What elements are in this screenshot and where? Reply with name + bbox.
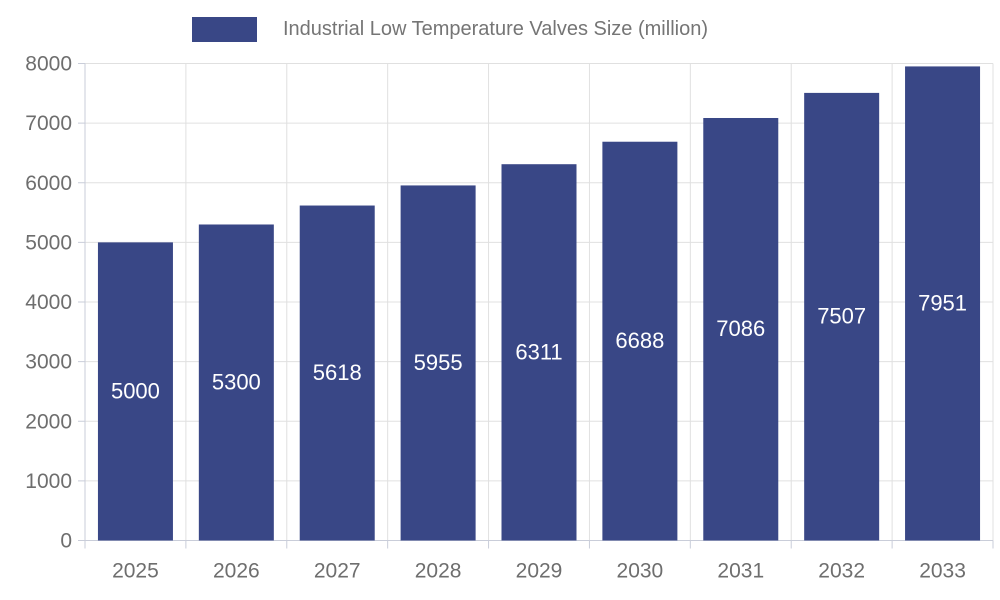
bar-2025 xyxy=(97,242,173,541)
y-tick-label: 8000 xyxy=(25,53,72,76)
x-tick-label: 2031 xyxy=(717,560,764,583)
y-tick-label: 5000 xyxy=(25,231,72,254)
bar-value-label: 5955 xyxy=(414,350,463,375)
x-tick-label: 2027 xyxy=(314,560,361,583)
y-tick-label: 7000 xyxy=(25,112,72,135)
x-tick-label: 2033 xyxy=(919,560,966,583)
bar-value-label: 7507 xyxy=(817,304,866,329)
bar-value-label: 6688 xyxy=(615,328,664,353)
bar-2030 xyxy=(602,141,678,541)
y-tick-label: 0 xyxy=(60,530,72,553)
y-tick-label: 2000 xyxy=(25,410,72,433)
bar-2026 xyxy=(198,224,274,541)
y-tick-label: 1000 xyxy=(25,470,72,493)
x-tick-label: 2028 xyxy=(415,560,462,583)
legend-label: Industrial Low Temperature Valves Size (… xyxy=(283,17,708,40)
legend: Industrial Low Temperature Valves Size (… xyxy=(192,15,708,43)
bar-value-label: 5618 xyxy=(313,360,362,385)
y-tick-label: 6000 xyxy=(25,172,72,195)
bar-2029 xyxy=(501,164,577,541)
y-tick-label: 4000 xyxy=(25,291,72,314)
bar-value-label: 5000 xyxy=(111,378,160,403)
x-tick-label: 2026 xyxy=(213,560,260,583)
x-tick-label: 2029 xyxy=(516,560,563,583)
bar-2033 xyxy=(905,66,981,541)
bar-2031 xyxy=(703,117,779,541)
x-tick-label: 2030 xyxy=(617,560,664,583)
x-tick-label: 2025 xyxy=(112,560,159,583)
bar-value-label: 6311 xyxy=(515,339,562,364)
legend-swatch xyxy=(192,16,257,42)
bar-value-label: 7086 xyxy=(716,316,765,341)
bar-value-label: 7951 xyxy=(918,290,967,315)
bar-value-label: 5300 xyxy=(212,369,261,394)
bar-2032 xyxy=(804,92,880,541)
bar-2028 xyxy=(400,185,476,541)
x-tick-label: 2032 xyxy=(818,560,865,583)
y-tick-label: 3000 xyxy=(25,351,72,374)
bar-2027 xyxy=(299,205,375,541)
